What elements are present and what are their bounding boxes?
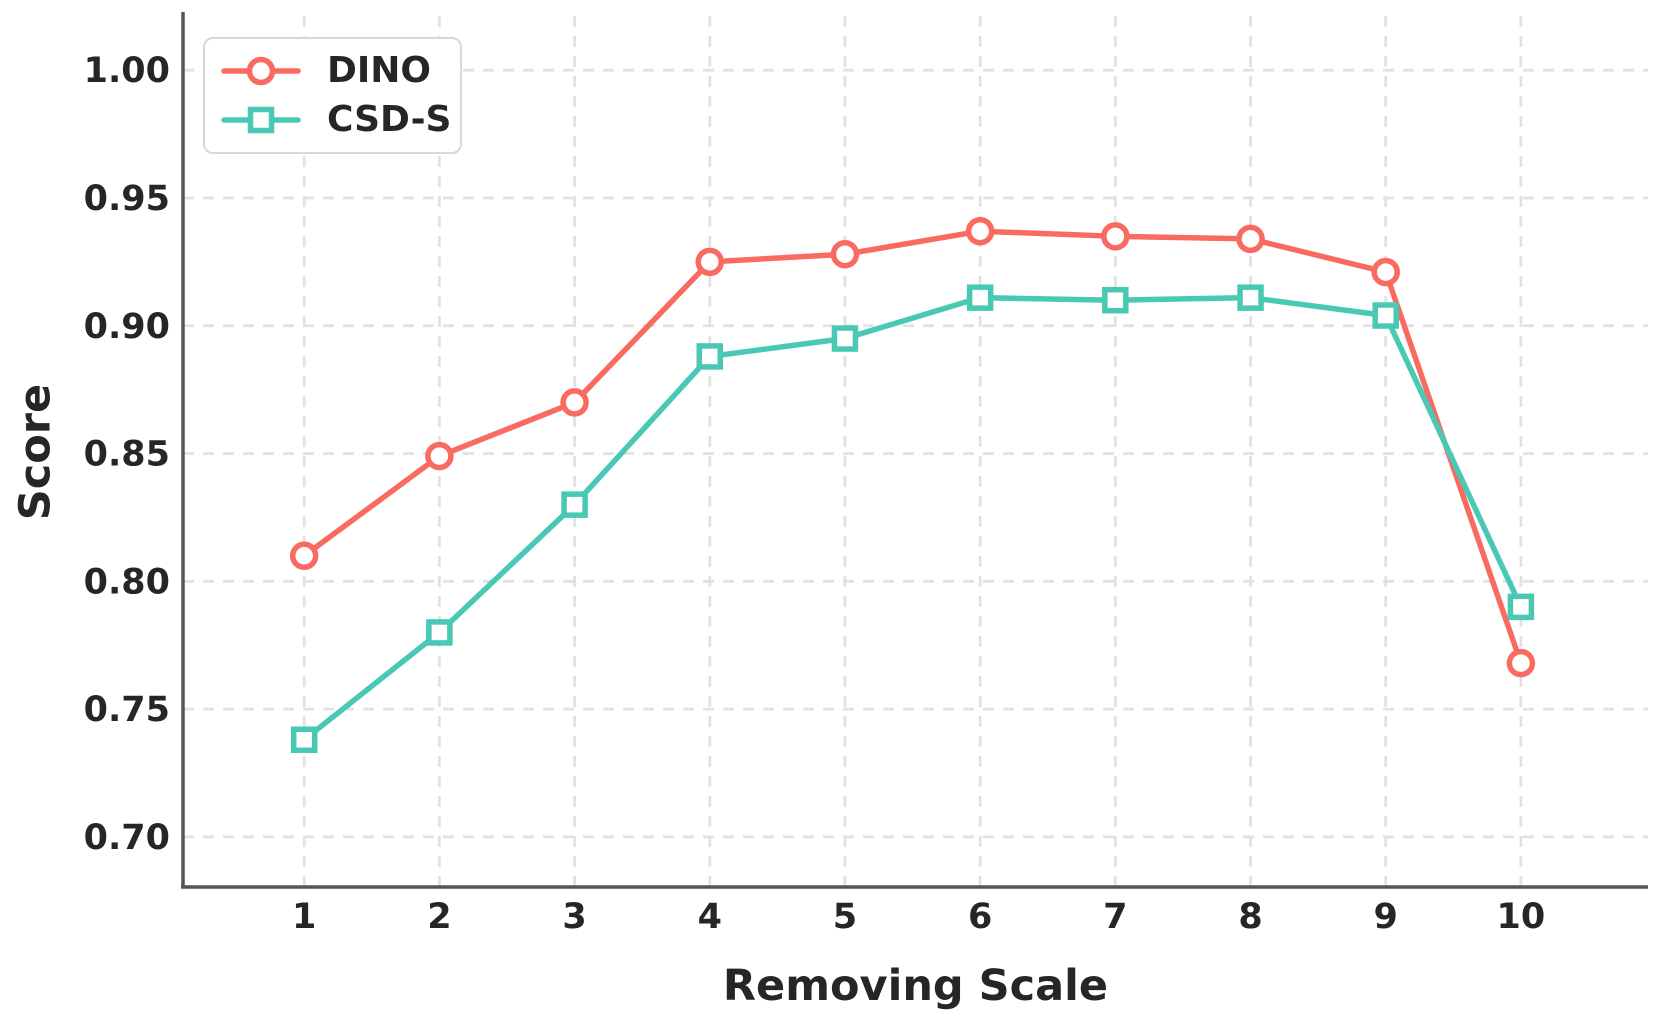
csd-s-marker-8 [1237, 284, 1264, 311]
csd-s-marker-10 [1507, 593, 1535, 621]
dino-marker-1 [289, 541, 319, 571]
y-tick-label-1.00: 1.00 [84, 51, 170, 91]
legend-item-dino: DINO [221, 49, 460, 91]
legend-item-csd-s: CSD-S [221, 102, 460, 138]
y-tick-label-0.90: 0.90 [84, 307, 170, 347]
x-tick-label-10: 10 [1497, 897, 1546, 937]
dino-circle-marker-icon [221, 56, 301, 85]
dino-marker-4 [695, 247, 725, 277]
csd-s-marker-4 [696, 343, 724, 370]
dino-marker-7 [1101, 222, 1130, 251]
x-tick-label-7: 7 [1103, 897, 1127, 937]
x-axis-title: Removing Scale [722, 961, 1109, 1011]
y-tick-label-0.70: 0.70 [84, 818, 170, 858]
csd-s-marker-9 [1372, 302, 1399, 329]
csd-s-marker-1 [290, 726, 318, 754]
csd-s-marker-5 [831, 325, 859, 352]
csd-s-marker-7 [1102, 286, 1129, 314]
dino-marker-2 [425, 441, 454, 471]
x-tick-label-2: 2 [427, 897, 451, 937]
y-axis-title: Score [10, 383, 61, 521]
csd-s-line [301, 294, 1524, 743]
y-tick-label-0.85: 0.85 [84, 435, 170, 475]
x-tick-label-3: 3 [562, 897, 586, 937]
x-tick-label-1: 1 [292, 897, 316, 937]
y-tick-label-0.80: 0.80 [84, 562, 170, 602]
dino-marker-5 [830, 239, 860, 269]
dino-marker-3 [560, 388, 589, 417]
dino-marker-9 [1371, 257, 1400, 287]
x-tick-label-6: 6 [968, 897, 992, 937]
y-tick-label-0.95: 0.95 [84, 179, 170, 219]
dino-marker-10 [1506, 648, 1536, 678]
csd-s-marker-3 [561, 491, 588, 518]
x-tick-label-5: 5 [833, 897, 857, 937]
legend: DINO CSD-S [203, 37, 462, 154]
csd-s-marker-6 [966, 284, 994, 311]
csd-s-marker-2 [426, 619, 453, 646]
x-tick-label-8: 8 [1238, 897, 1262, 937]
legend-label-dino: DINO [327, 49, 432, 91]
legend-label-csd-s: CSD-S [327, 99, 452, 141]
x-tick-label-4: 4 [698, 897, 722, 937]
dino-marker-6 [965, 216, 995, 246]
y-tick-label-0.75: 0.75 [84, 690, 170, 730]
x-tick-label-9: 9 [1374, 897, 1398, 937]
dino-line [301, 228, 1524, 666]
dino-marker-8 [1236, 224, 1265, 254]
csd-s-square-marker-icon [221, 107, 301, 134]
